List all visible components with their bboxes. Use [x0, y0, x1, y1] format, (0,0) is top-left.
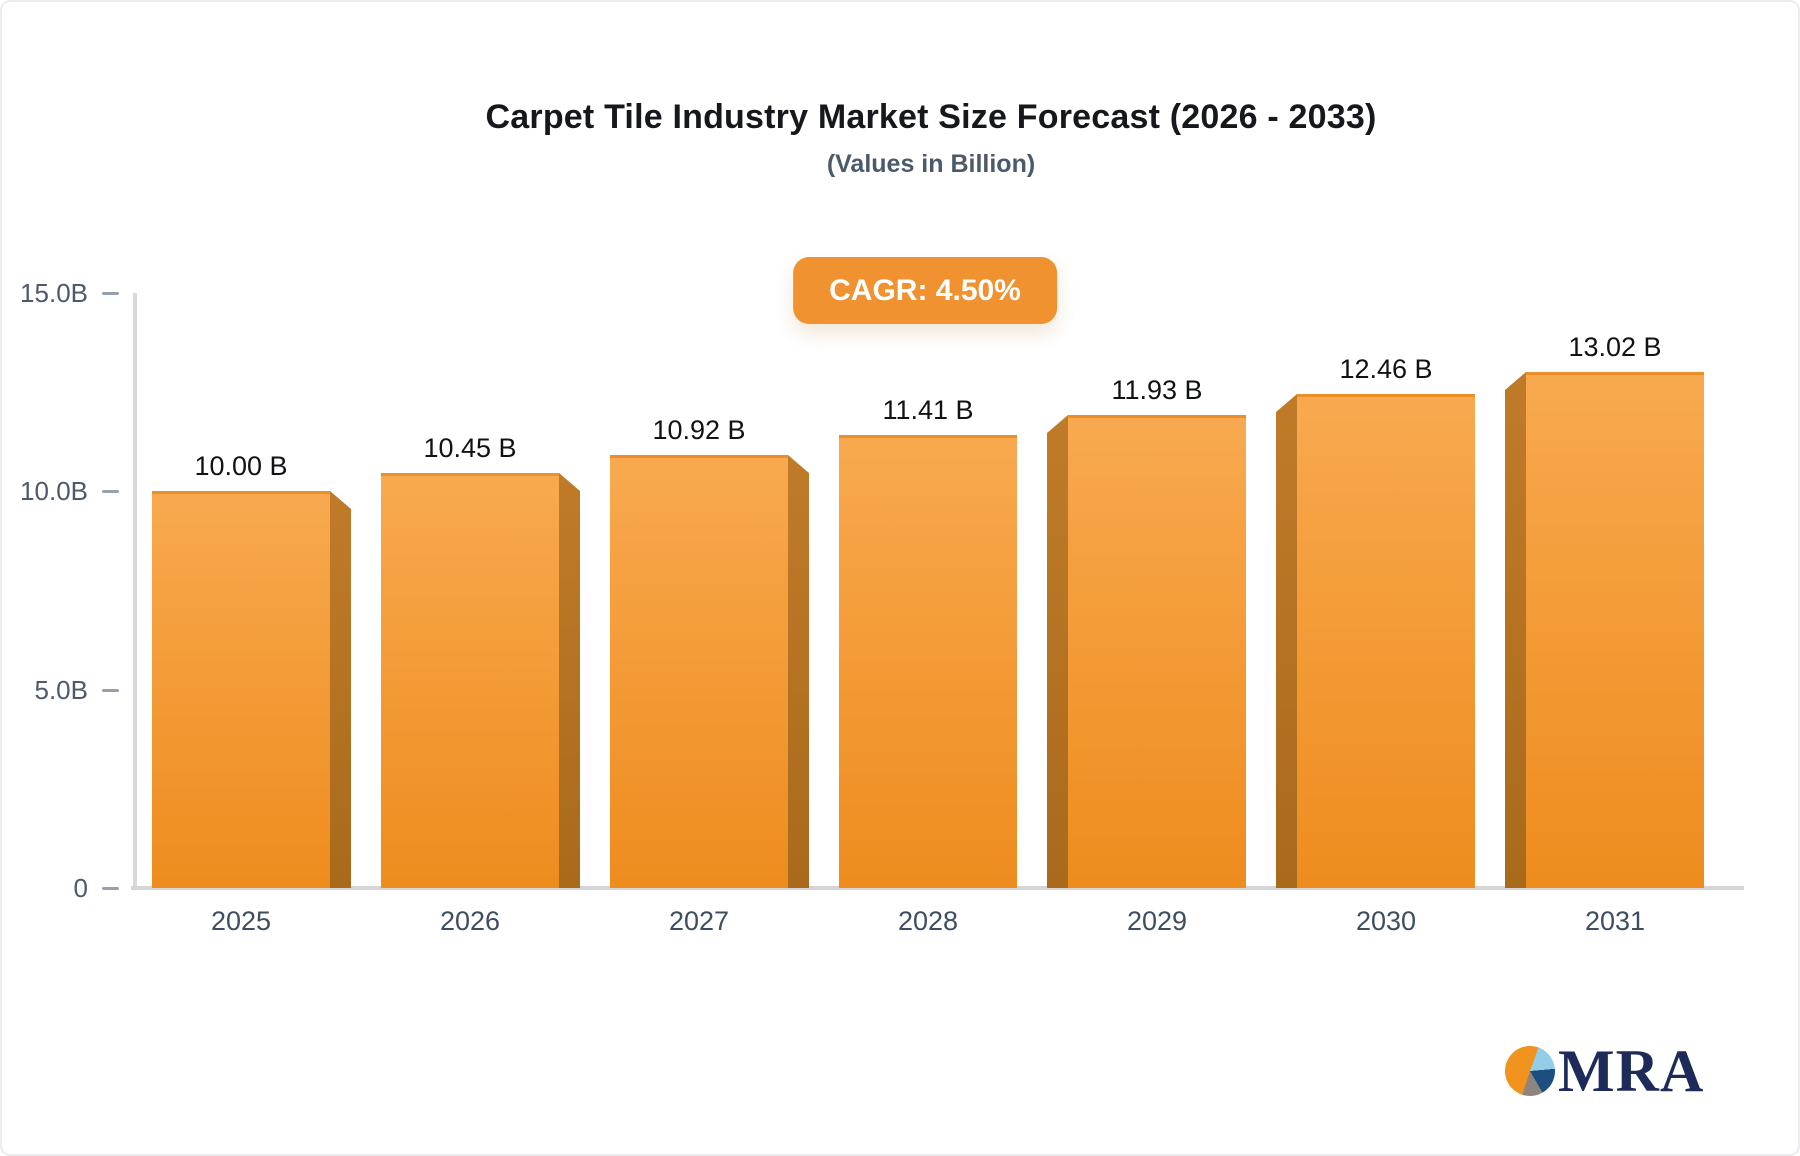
bar-shadow-2025	[330, 491, 351, 888]
x-axis-line	[131, 886, 1744, 890]
bar-2026[interactable]	[381, 473, 559, 888]
brand-logo[interactable]: MRA	[1505, 1038, 1705, 1104]
brand-logo-text: MRA	[1558, 1038, 1705, 1104]
cagr-badge: CAGR: 4.50%	[793, 257, 1057, 324]
x-axis-label-2031: 2031	[1584, 906, 1646, 936]
bar-value-label-2031: 13.02 B	[1568, 332, 1662, 362]
bar-2030[interactable]	[1297, 394, 1475, 888]
y-tick-mark-15.0B	[102, 292, 119, 295]
x-axis-label-2030: 2030	[1355, 906, 1417, 936]
bar-value-label-2030: 12.46 B	[1339, 354, 1433, 384]
chart-title: Carpet Tile Industry Market Size Forecas…	[485, 98, 1377, 136]
bar-value-label-2025: 10.00 B	[194, 451, 288, 481]
x-axis-label-2025: 2025	[210, 906, 272, 936]
pie-chart-logo-icon	[1505, 1046, 1555, 1096]
bar-value-label-2028: 11.41 B	[882, 395, 974, 425]
chart-subtitle: (Values in Billion)	[826, 150, 1036, 178]
bar-shadow-2029	[1047, 415, 1068, 888]
bar-shadow-2030	[1276, 394, 1297, 888]
bar-shadow-2026	[559, 473, 580, 888]
bar-shadow-2031	[1505, 372, 1526, 888]
bar-2028[interactable]	[839, 435, 1017, 888]
bar-value-label-2029: 11.93 B	[1111, 375, 1203, 405]
y-tick-label-10.0B: 10.0B	[20, 476, 88, 506]
bar-value-label-2026: 10.45 B	[423, 433, 517, 463]
bar-2029[interactable]	[1068, 415, 1246, 888]
y-tick-mark-10.0B	[102, 490, 119, 493]
bar-shadow-2027	[788, 455, 809, 888]
y-tick-label-5.0B: 5.0B	[34, 675, 89, 705]
y-tick-mark-5.0B	[102, 689, 119, 692]
x-axis-label-2027: 2027	[668, 906, 730, 936]
x-axis-label-2026: 2026	[439, 906, 501, 936]
y-tick-mark-0	[102, 887, 119, 890]
x-axis-label-2028: 2028	[897, 906, 959, 936]
bar-2031[interactable]	[1526, 372, 1704, 888]
bar-value-label-2027: 10.92 B	[652, 415, 746, 445]
y-axis-line	[133, 293, 137, 888]
y-tick-label-15.0B: 15.0B	[20, 278, 88, 308]
y-tick-label-0: 0	[73, 873, 88, 903]
bar-2027[interactable]	[610, 455, 788, 888]
bar-2025[interactable]	[152, 491, 330, 888]
x-axis-label-2029: 2029	[1126, 906, 1188, 936]
